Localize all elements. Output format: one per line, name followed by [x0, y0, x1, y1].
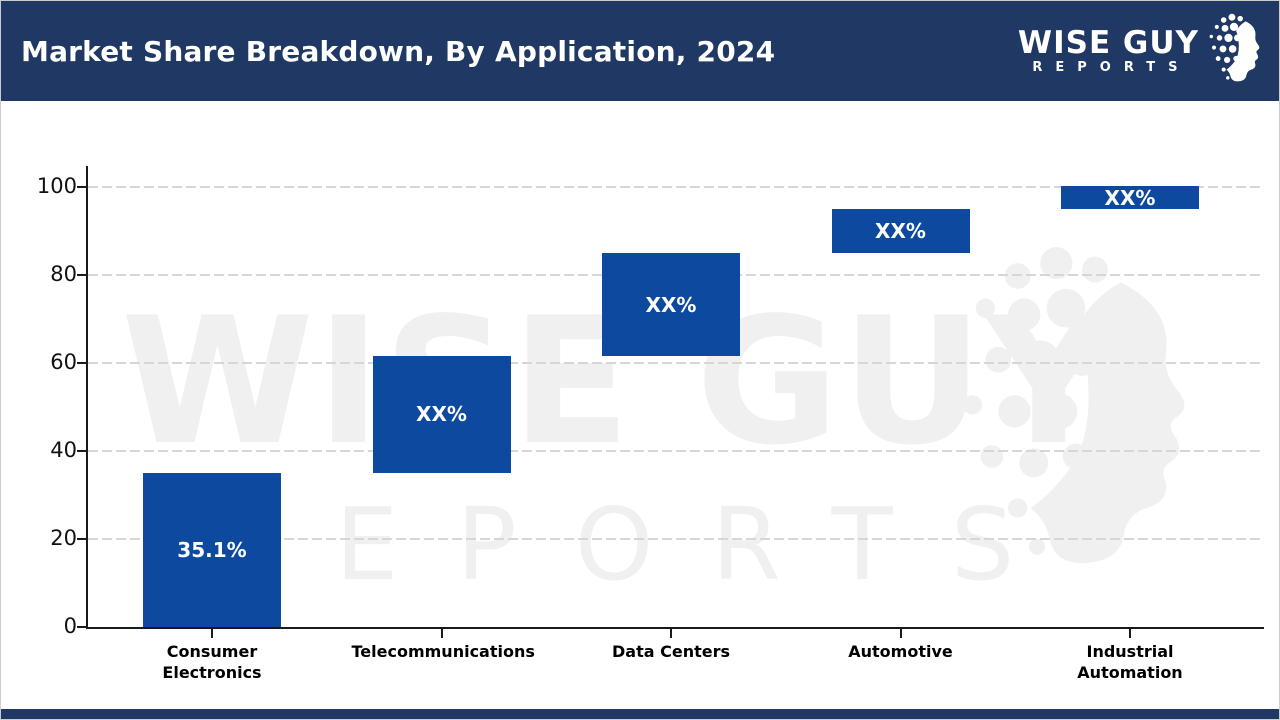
- bar-industrial-automation: XX%: [1061, 185, 1199, 210]
- gridline-60: [88, 362, 1263, 364]
- x-tick-0: [211, 629, 213, 638]
- x-category-label: Telecommunications: [351, 642, 535, 661]
- x-category-label: Automotive: [848, 642, 953, 661]
- logo-wordmark: WISE GUY REPORTS: [1018, 27, 1199, 75]
- y-tick-40: [77, 450, 86, 452]
- footer-bar: [1, 709, 1279, 719]
- gridline-20: [88, 538, 1263, 540]
- bar-value-label: XX%: [416, 402, 467, 427]
- bar-automotive: XX%: [831, 209, 970, 253]
- bar-telecommunications: XX%: [372, 356, 511, 473]
- gridline-40: [88, 450, 1263, 452]
- x-tick-3: [899, 629, 902, 638]
- x-category-label: Consumer Electronics: [162, 642, 262, 682]
- x-category-label: Industrial Automation: [1077, 642, 1183, 682]
- y-axis-line: [86, 166, 88, 629]
- y-tick-label-40: 40: [50, 438, 77, 462]
- y-tick-100: [77, 186, 86, 188]
- page-title: Market Share Breakdown, By Application, …: [21, 34, 776, 68]
- wise-guy-reports-logo: WISE GUY REPORTS: [1018, 9, 1265, 93]
- logo-line-wise-guy: WISE GUY: [1017, 25, 1199, 61]
- x-tick-1: [440, 629, 443, 638]
- y-tick-label-80: 80: [50, 262, 77, 286]
- bar-value-label: XX%: [1104, 185, 1156, 210]
- y-tick-label-20: 20: [50, 526, 77, 550]
- market-share-chart: 0 20 40 60 80 100 35.1% Consumer Electronics XX%…: [1, 101, 1279, 711]
- header: Market Share Breakdown, By Application, …: [1, 1, 1279, 101]
- x-axis-line: [86, 627, 1264, 629]
- x-category-label: Data Centers: [612, 642, 730, 661]
- y-tick-80: [77, 274, 86, 276]
- bar-data-centers: XX%: [602, 253, 740, 357]
- bar-consumer-electronics: 35.1%: [143, 472, 281, 627]
- bar-value-label: XX%: [645, 292, 697, 317]
- y-tick-label-100: 100: [36, 174, 77, 198]
- bar-value-label: 35.1%: [177, 537, 247, 562]
- y-tick-label-60: 60: [50, 350, 77, 374]
- x-tick-2: [670, 629, 672, 638]
- bar-value-label: XX%: [875, 219, 926, 243]
- logo-line-reports: REPORTS: [1032, 60, 1191, 75]
- y-tick-20: [77, 538, 86, 540]
- y-tick-label-0: 0: [63, 614, 77, 638]
- y-tick-60: [77, 362, 86, 364]
- dotted-head-icon: [1209, 13, 1260, 82]
- gridline-100: [88, 186, 1263, 188]
- x-tick-4: [1129, 629, 1131, 638]
- y-tick-0: [77, 626, 86, 628]
